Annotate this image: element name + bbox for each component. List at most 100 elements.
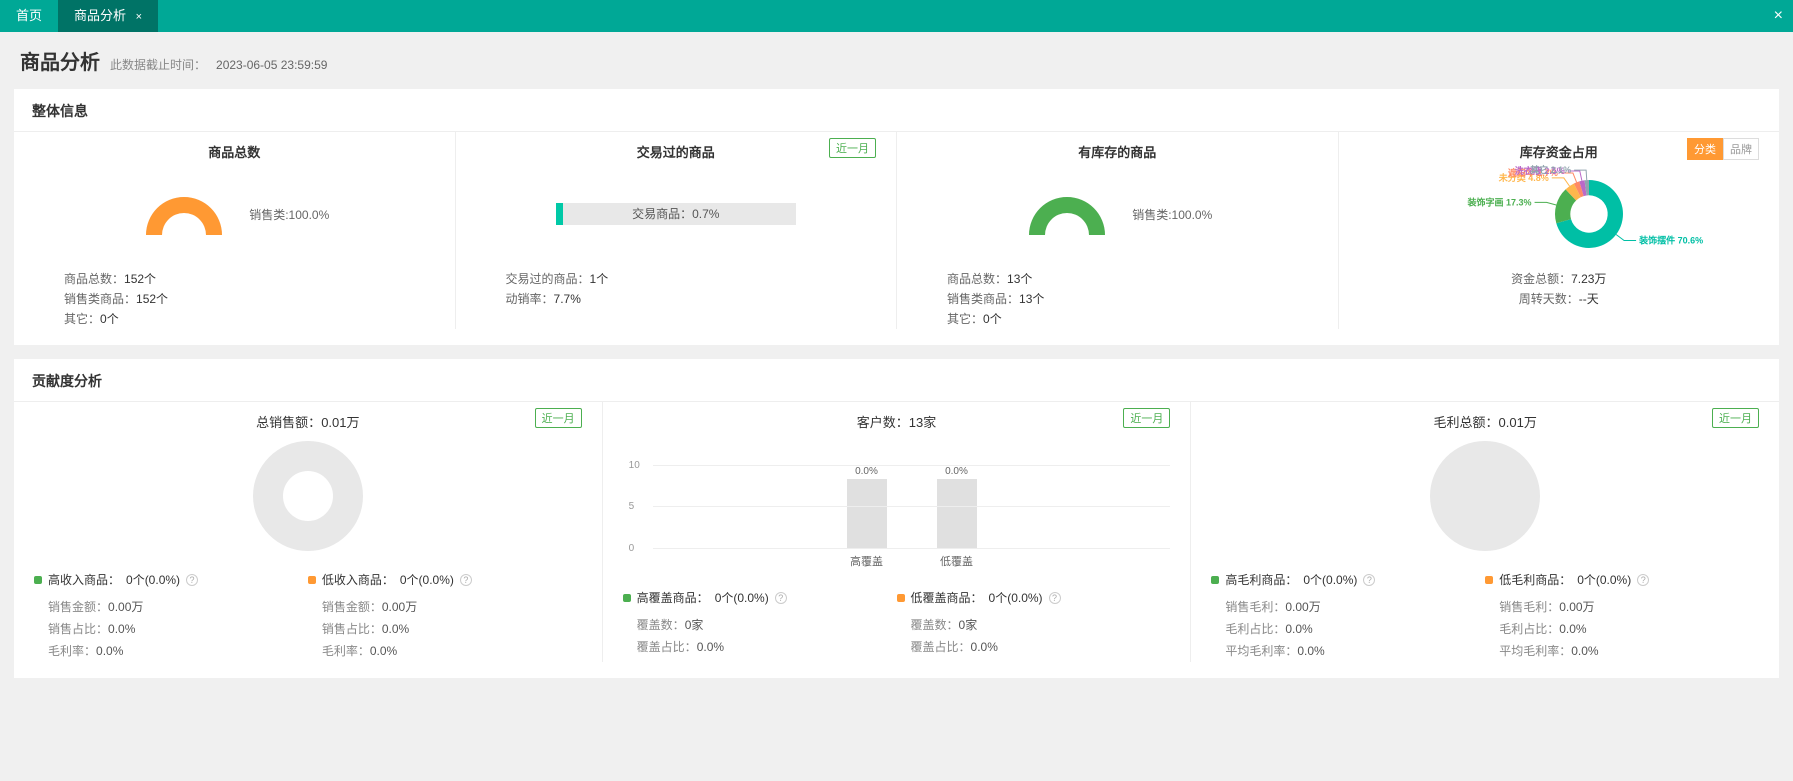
c4-s1-label: 资金总额： xyxy=(1511,272,1571,286)
instock-products-gauge xyxy=(1022,187,1112,242)
cc3-title-label: 毛利总额： xyxy=(1434,415,1499,430)
page-subtitle-label: 此数据截止时间： xyxy=(110,56,206,73)
c3-s1-val: 13个 xyxy=(1007,272,1032,286)
contrib-sales: 近一月 总销售额：0.01万 高收入商品：0个(0.0%)? 销售金额：0.00… xyxy=(14,402,602,662)
contribution-title: 贡献度分析 xyxy=(14,371,1779,402)
high-income-dot xyxy=(34,576,42,584)
cc1-left-legend-val: 0个(0.0%) xyxy=(126,571,180,588)
cc1-left-legend: 高收入商品： xyxy=(48,571,120,588)
c4-s1-val: 7.23万 xyxy=(1571,272,1606,286)
sales-donut-chart xyxy=(253,441,363,551)
cc2-right-s1-label: 覆盖数： xyxy=(911,618,959,632)
cc3-left-s3-val: 0.0% xyxy=(1297,644,1324,658)
tab-home[interactable]: 首页 xyxy=(0,0,58,32)
overview-instock-products: 有库存的商品 销售类:100.0% 商品总数：13个 销售类商品：13个 其它：… xyxy=(896,132,1338,329)
cc3-right-legend-val: 0个(0.0%) xyxy=(1577,571,1631,588)
coverage-bar-chart: 05100.0%高覆盖0.0%低覆盖 xyxy=(623,439,1171,569)
cc2-left-legend-val: 0个(0.0%) xyxy=(715,589,769,606)
sales-month-badge[interactable]: 近一月 xyxy=(535,408,582,428)
cc3-title-val: 0.01万 xyxy=(1499,415,1537,430)
c3-s2-val: 13个 xyxy=(1019,292,1044,306)
profit-donut-chart xyxy=(1430,441,1540,551)
customers-month-badge[interactable]: 近一月 xyxy=(1123,408,1170,428)
tab-analysis[interactable]: 商品分析 × xyxy=(58,0,158,32)
cc3-left-s1-val: 0.00万 xyxy=(1285,600,1320,614)
c3-s3-label: 其它： xyxy=(947,312,983,326)
cc1-left-s3-label: 毛利率： xyxy=(48,644,96,658)
tab-analysis-label: 商品分析 xyxy=(74,8,126,23)
cc1-right-s3-val: 0.0% xyxy=(370,644,397,658)
inventory-pie-chart: 装饰摆件 70.6%装饰字画 17.3%未分类 4.8%遮阳伞 2.7%洗衣液 … xyxy=(1414,164,1704,264)
low-coverage-dot xyxy=(897,594,905,602)
cc2-right-s1-val: 0家 xyxy=(959,618,978,632)
page-subtitle-time: 2023-06-05 23:59:59 xyxy=(216,58,327,72)
c1-s1-label: 商品总数： xyxy=(64,272,124,286)
cc2-left-s1-val: 0家 xyxy=(685,618,704,632)
c3-s1-label: 商品总数： xyxy=(947,272,1007,286)
svg-text:其它 2.1%: 其它 2.1% xyxy=(1530,164,1571,175)
cc2-right-legend: 低覆盖商品： xyxy=(911,589,983,606)
cc2-left-s2-val: 0.0% xyxy=(697,640,724,654)
help-icon[interactable]: ? xyxy=(1637,574,1649,586)
overview-inventory-capital: 分类 品牌 库存资金占用 装饰摆件 70.6%装饰字画 17.3%未分类 4.8… xyxy=(1338,132,1780,329)
page-title: 商品分析 xyxy=(20,46,100,75)
total-products-gauge xyxy=(139,187,229,242)
contribution-panel: 贡献度分析 近一月 总销售额：0.01万 高收入商品：0个(0.0%)? 销售金… xyxy=(14,359,1779,678)
contrib-profit: 近一月 毛利总额：0.01万 高毛利商品：0个(0.0%)? 销售毛利：0.00… xyxy=(1190,402,1779,662)
cc2-right-s2-val: 0.0% xyxy=(971,640,998,654)
help-icon[interactable]: ? xyxy=(775,592,787,604)
help-icon[interactable]: ? xyxy=(1049,592,1061,604)
cc1-left-s2-label: 销售占比： xyxy=(48,622,108,636)
high-coverage-dot xyxy=(623,594,631,602)
c2-s1-label: 交易过的商品： xyxy=(506,272,590,286)
help-icon[interactable]: ? xyxy=(1363,574,1375,586)
traded-progress-bar: 交易商品：0.7% xyxy=(556,203,796,225)
cc2-title-val: 13家 xyxy=(909,415,936,430)
instock-products-title: 有库存的商品 xyxy=(917,142,1318,161)
cc2-left-legend: 高覆盖商品： xyxy=(637,589,709,606)
c2-s2-val: 7.7% xyxy=(554,292,581,306)
cc2-right-s2-label: 覆盖占比： xyxy=(911,640,971,654)
c2-s1-val: 1个 xyxy=(590,272,609,286)
instock-products-gauge-label: 销售类:100.0% xyxy=(1132,206,1212,223)
toggle-brand[interactable]: 品牌 xyxy=(1723,138,1759,160)
cc1-left-s1-label: 销售金额： xyxy=(48,600,108,614)
cc1-right-s1-label: 销售金额： xyxy=(322,600,382,614)
c4-s2-val: --天 xyxy=(1579,292,1599,306)
c3-s3-val: 0个 xyxy=(983,312,1002,326)
svg-text:装饰字画 17.3%: 装饰字画 17.3% xyxy=(1466,196,1531,207)
c1-s3-label: 其它： xyxy=(64,312,100,326)
help-icon[interactable]: ? xyxy=(460,574,472,586)
cc3-left-s1-label: 销售毛利： xyxy=(1225,600,1285,614)
cc3-right-legend: 低毛利商品： xyxy=(1499,571,1571,588)
high-profit-dot xyxy=(1211,576,1219,584)
cc1-left-s2-val: 0.0% xyxy=(108,622,135,636)
tabbar-close-icon[interactable]: × xyxy=(1774,7,1783,25)
cc3-right-s1-label: 销售毛利： xyxy=(1499,600,1559,614)
cc3-right-s2-val: 0.0% xyxy=(1559,622,1586,636)
cc3-left-legend: 高毛利商品： xyxy=(1225,571,1297,588)
c1-s2-label: 销售类商品： xyxy=(64,292,136,306)
c1-s1-val: 152个 xyxy=(124,272,156,286)
help-icon[interactable]: ? xyxy=(186,574,198,586)
svg-text:装饰摆件 70.6%: 装饰摆件 70.6% xyxy=(1638,235,1703,246)
cc3-right-s1-val: 0.00万 xyxy=(1559,600,1594,614)
cc1-right-legend-val: 0个(0.0%) xyxy=(400,571,454,588)
cc3-right-s3-label: 平均毛利率： xyxy=(1499,644,1571,658)
contrib-customers: 近一月 客户数：13家 05100.0%高覆盖0.0%低覆盖 高覆盖商品： 0个(… xyxy=(602,402,1191,662)
cc1-right-legend: 低收入商品： xyxy=(322,571,394,588)
cc3-left-s2-label: 毛利占比： xyxy=(1225,622,1285,636)
page-header: 商品分析 此数据截止时间： 2023-06-05 23:59:59 xyxy=(0,32,1793,89)
cc1-right-s3-label: 毛利率： xyxy=(322,644,370,658)
total-products-title: 商品总数 xyxy=(34,142,435,161)
profit-month-badge[interactable]: 近一月 xyxy=(1712,408,1759,428)
cc3-left-s3-label: 平均毛利率： xyxy=(1225,644,1297,658)
tab-close-icon[interactable]: × xyxy=(136,11,142,23)
toggle-category[interactable]: 分类 xyxy=(1687,138,1723,160)
overview-traded-products: 近一月 交易过的商品 交易商品：0.7% 交易过的商品：1个 动销率：7.7% xyxy=(455,132,897,329)
cc2-title-label: 客户数： xyxy=(857,415,909,430)
traded-month-badge[interactable]: 近一月 xyxy=(829,138,876,158)
cc3-left-legend-val: 0个(0.0%) xyxy=(1303,571,1357,588)
cc3-right-s2-label: 毛利占比： xyxy=(1499,622,1559,636)
total-products-gauge-label: 销售类:100.0% xyxy=(249,206,329,223)
